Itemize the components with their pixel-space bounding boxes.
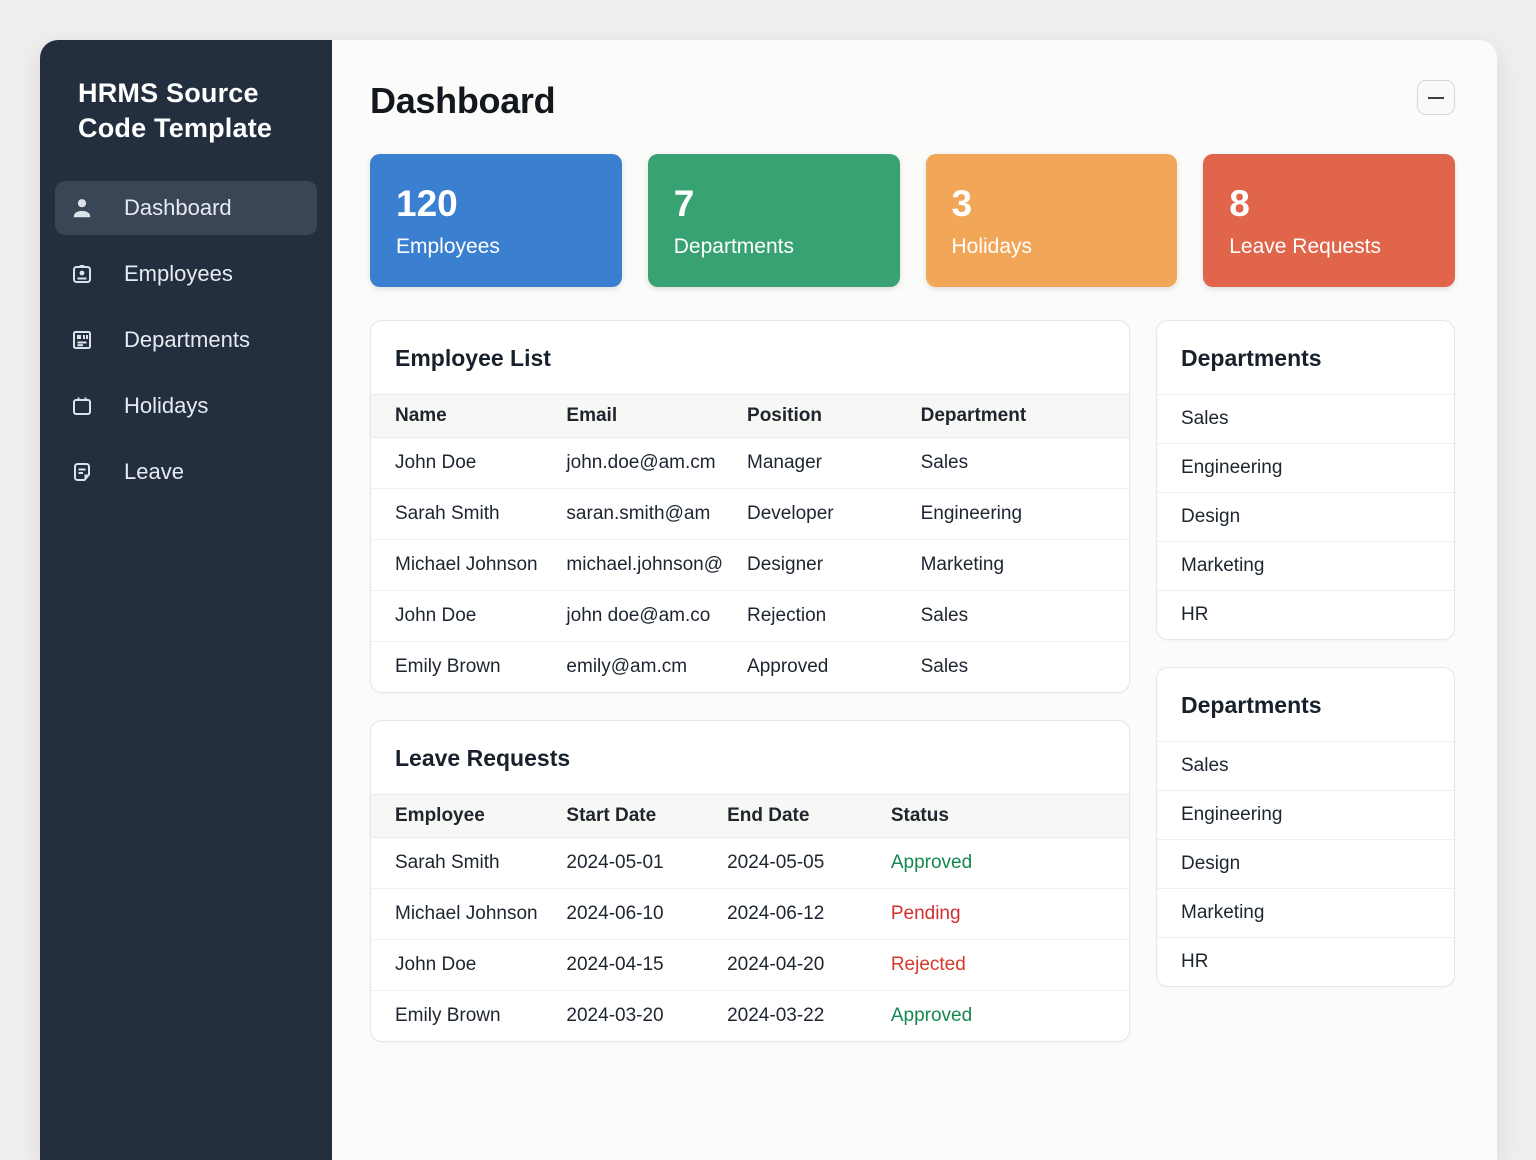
stat-value: 120 — [396, 182, 458, 224]
collapse-button[interactable] — [1417, 80, 1455, 115]
departments-list: Sales Engineering Design Marketing HR — [1157, 394, 1454, 639]
status-badge: Pending — [878, 888, 1129, 940]
panel-title: Departments — [1181, 345, 1322, 371]
column-header: Employee — [371, 794, 555, 838]
grid-building-icon — [70, 328, 94, 352]
right-column: Departments Sales Engineering Design Mar… — [1156, 320, 1455, 987]
table-header-row: Employee Start Date End Date Status — [371, 794, 1129, 838]
table-row: Sarah Smith 2024-05-01 2024-05-05 Approv… — [371, 837, 1129, 889]
column-header: Start Date — [554, 794, 716, 838]
column-header: Status — [878, 794, 1129, 838]
main-content: Dashboard 120 Employees 7 Departments 3 … — [332, 40, 1497, 1160]
stat-value: 7 — [673, 182, 695, 224]
list-item: Design — [1157, 492, 1454, 541]
table-row: Sarah Smith saran.smith@am Developer Eng… — [371, 488, 1129, 540]
status-badge: Approved — [878, 837, 1129, 889]
column-header: Department — [908, 394, 1129, 438]
employee-table: Name Email Position Department John Doe … — [371, 394, 1129, 692]
table-row: John Doe 2024-04-15 2024-04-20 Rejected — [371, 939, 1129, 991]
panel-title: Leave Requests — [395, 745, 571, 771]
departments-panel-1: Departments Sales Engineering Design Mar… — [1156, 320, 1455, 640]
sidebar-item-holidays[interactable]: Holidays — [55, 379, 317, 433]
stat-value: 8 — [1229, 182, 1250, 224]
sidebar-item-label: Employees — [124, 261, 233, 287]
panel-title: Departments — [1181, 692, 1322, 718]
column-header: Email — [554, 394, 736, 438]
table-header-row: Name Email Position Department — [371, 394, 1129, 438]
list-item: HR — [1157, 590, 1454, 639]
sidebar-item-dashboard[interactable]: Dashboard — [55, 181, 317, 236]
id-badge-icon — [70, 262, 94, 286]
page-header: Dashboard — [370, 80, 1455, 122]
note-icon — [70, 460, 94, 484]
table-row: John Doe john.doe@am.cm Manager Sales — [371, 437, 1129, 489]
leave-requests-table: Employee Start Date End Date Status Sara… — [371, 794, 1129, 1041]
status-badge: Approved — [890, 1005, 973, 1026]
left-column: Employee List Name Email Position Depart… — [370, 320, 1130, 1042]
app-window: HRMS Source Code Template Dashboard Empl… — [40, 40, 1497, 1160]
sidebar-item-label: Leave — [124, 459, 184, 485]
list-item: Design — [1157, 839, 1454, 888]
sidebar-item-departments[interactable]: Departments — [55, 313, 317, 367]
stat-label: Departments — [673, 234, 794, 258]
list-item: Sales — [1157, 394, 1454, 443]
app-title: HRMS Source Code Template — [78, 78, 273, 143]
list-item: Engineering — [1157, 790, 1454, 839]
list-item: Marketing — [1157, 541, 1454, 590]
stat-card-departments: 7 Departments — [647, 154, 900, 287]
stat-label: Leave Requests — [1229, 234, 1382, 258]
column-header: Name — [371, 394, 555, 438]
list-item: Sales — [1157, 741, 1454, 790]
minus-icon — [1428, 96, 1444, 99]
departments-list: Sales Engineering Design Marketing HR — [1157, 741, 1454, 986]
table-row: Michael Johnson 2024-06-10 2024-06-12 Pe… — [371, 888, 1129, 940]
list-item: Engineering — [1157, 443, 1454, 492]
stat-label: Employees — [396, 234, 500, 258]
list-item: Marketing — [1157, 888, 1454, 937]
sidebar-item-label: Holidays — [124, 393, 209, 419]
user-icon — [70, 196, 94, 220]
sidebar: HRMS Source Code Template Dashboard Empl… — [40, 40, 332, 1160]
stat-card-leave-requests: 8 Leave Requests — [1203, 154, 1455, 287]
page-title: Dashboard — [370, 80, 556, 121]
stat-value: 3 — [951, 182, 973, 224]
sidebar-item-leave[interactable]: Leave — [55, 445, 317, 499]
status-badge: Rejected — [878, 939, 1129, 991]
table-row: Emily Brown 2024-03-20 2024-03-22 Approv… — [371, 991, 1129, 1042]
sidebar-item-label: Dashboard — [124, 195, 232, 221]
table-row: Emily Brown emily@am.cm Approved Sales — [395, 656, 969, 677]
table-row: John Doe john doe@am.co Rejection Sales — [371, 590, 1129, 642]
calendar-icon — [70, 394, 94, 418]
stat-card-holidays: 3 Holidays — [925, 154, 1178, 287]
list-item: HR — [1157, 937, 1454, 986]
table-row: Michael Johnson michael.johnson@ Designe… — [371, 539, 1129, 591]
sidebar-item-employees[interactable]: Employees — [55, 247, 317, 301]
stat-cards: 120 Employees 7 Departments 3 Holidays 8… — [370, 154, 1455, 287]
leave-requests-panel: Leave Requests Employee Start Date End D… — [370, 720, 1130, 1042]
departments-panel-2: Departments Sales Engineering Design Mar… — [1156, 667, 1455, 987]
panel-title: Employee List — [395, 345, 551, 371]
sidebar-item-label: Departments — [124, 327, 250, 353]
employee-list-panel: Employee List Name Email Position Depart… — [370, 320, 1130, 693]
column-header: End Date — [715, 794, 879, 838]
stat-label: Holidays — [951, 234, 1033, 258]
column-header: Position — [735, 394, 909, 438]
stat-card-employees: 120 Employees — [370, 154, 622, 287]
